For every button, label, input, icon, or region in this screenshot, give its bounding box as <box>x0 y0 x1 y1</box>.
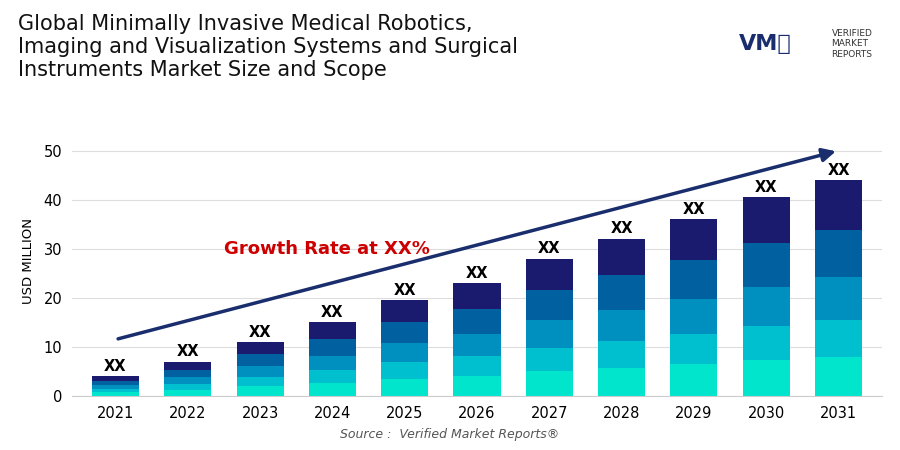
Bar <box>237 342 284 355</box>
Text: XX: XX <box>755 180 778 195</box>
Bar <box>237 386 284 396</box>
Bar <box>382 379 428 396</box>
Bar <box>670 260 717 299</box>
Bar <box>815 230 862 277</box>
Text: XX: XX <box>683 202 706 217</box>
Bar <box>309 383 356 396</box>
Text: Growth Rate at XX%: Growth Rate at XX% <box>224 240 430 258</box>
Bar <box>382 343 428 363</box>
Bar <box>92 389 139 392</box>
Bar <box>237 366 284 377</box>
Bar <box>164 390 211 396</box>
Bar <box>670 334 717 364</box>
Bar <box>670 219 717 260</box>
Bar <box>526 320 572 348</box>
Bar <box>454 356 500 376</box>
Bar <box>454 376 500 396</box>
Text: Global Minimally Invasive Medical Robotics,
Imaging and Visualization Systems an: Global Minimally Invasive Medical Roboti… <box>18 14 518 80</box>
Bar <box>92 392 139 396</box>
Bar <box>742 243 790 287</box>
Bar <box>309 370 356 383</box>
Text: Source :  Verified Market Reports®: Source : Verified Market Reports® <box>340 428 560 441</box>
Bar <box>598 368 645 396</box>
Bar <box>598 341 645 368</box>
Bar <box>815 277 862 320</box>
Bar <box>742 326 790 360</box>
Text: XX: XX <box>104 359 127 374</box>
Bar <box>598 275 645 310</box>
Bar <box>742 197 790 243</box>
Bar <box>526 259 572 290</box>
Bar <box>742 360 790 396</box>
Bar <box>742 287 790 326</box>
Text: XX: XX <box>321 305 344 320</box>
Bar <box>526 371 572 396</box>
Text: XX: XX <box>176 344 199 359</box>
Bar <box>382 363 428 379</box>
Bar <box>526 290 572 320</box>
Bar <box>237 355 284 366</box>
Bar <box>454 334 500 356</box>
Text: XX: XX <box>610 221 633 236</box>
Bar <box>670 299 717 334</box>
Bar <box>164 377 211 384</box>
Bar <box>526 348 572 371</box>
Bar <box>382 322 428 343</box>
Bar <box>92 381 139 385</box>
Text: VMⓇ: VMⓇ <box>739 34 791 54</box>
Bar <box>598 239 645 275</box>
Bar <box>454 309 500 334</box>
Bar <box>815 180 862 230</box>
Bar <box>382 300 428 322</box>
Bar <box>598 310 645 341</box>
Text: XX: XX <box>248 324 271 340</box>
Bar <box>670 364 717 396</box>
Bar <box>164 384 211 390</box>
Bar <box>237 377 284 386</box>
Bar <box>164 369 211 377</box>
Bar <box>454 283 500 309</box>
Text: XX: XX <box>827 162 850 178</box>
Bar <box>815 320 862 357</box>
Bar <box>815 357 862 396</box>
Text: XX: XX <box>393 283 416 298</box>
Text: VERIFIED
MARKET
REPORTS: VERIFIED MARKET REPORTS <box>832 29 873 59</box>
Bar <box>92 376 139 381</box>
Bar <box>309 339 356 356</box>
Bar <box>309 356 356 370</box>
Text: XX: XX <box>466 266 488 281</box>
Bar <box>309 322 356 339</box>
Y-axis label: USD MILLION: USD MILLION <box>22 218 35 304</box>
Bar <box>92 385 139 389</box>
Text: XX: XX <box>538 241 561 256</box>
Bar <box>164 362 211 369</box>
